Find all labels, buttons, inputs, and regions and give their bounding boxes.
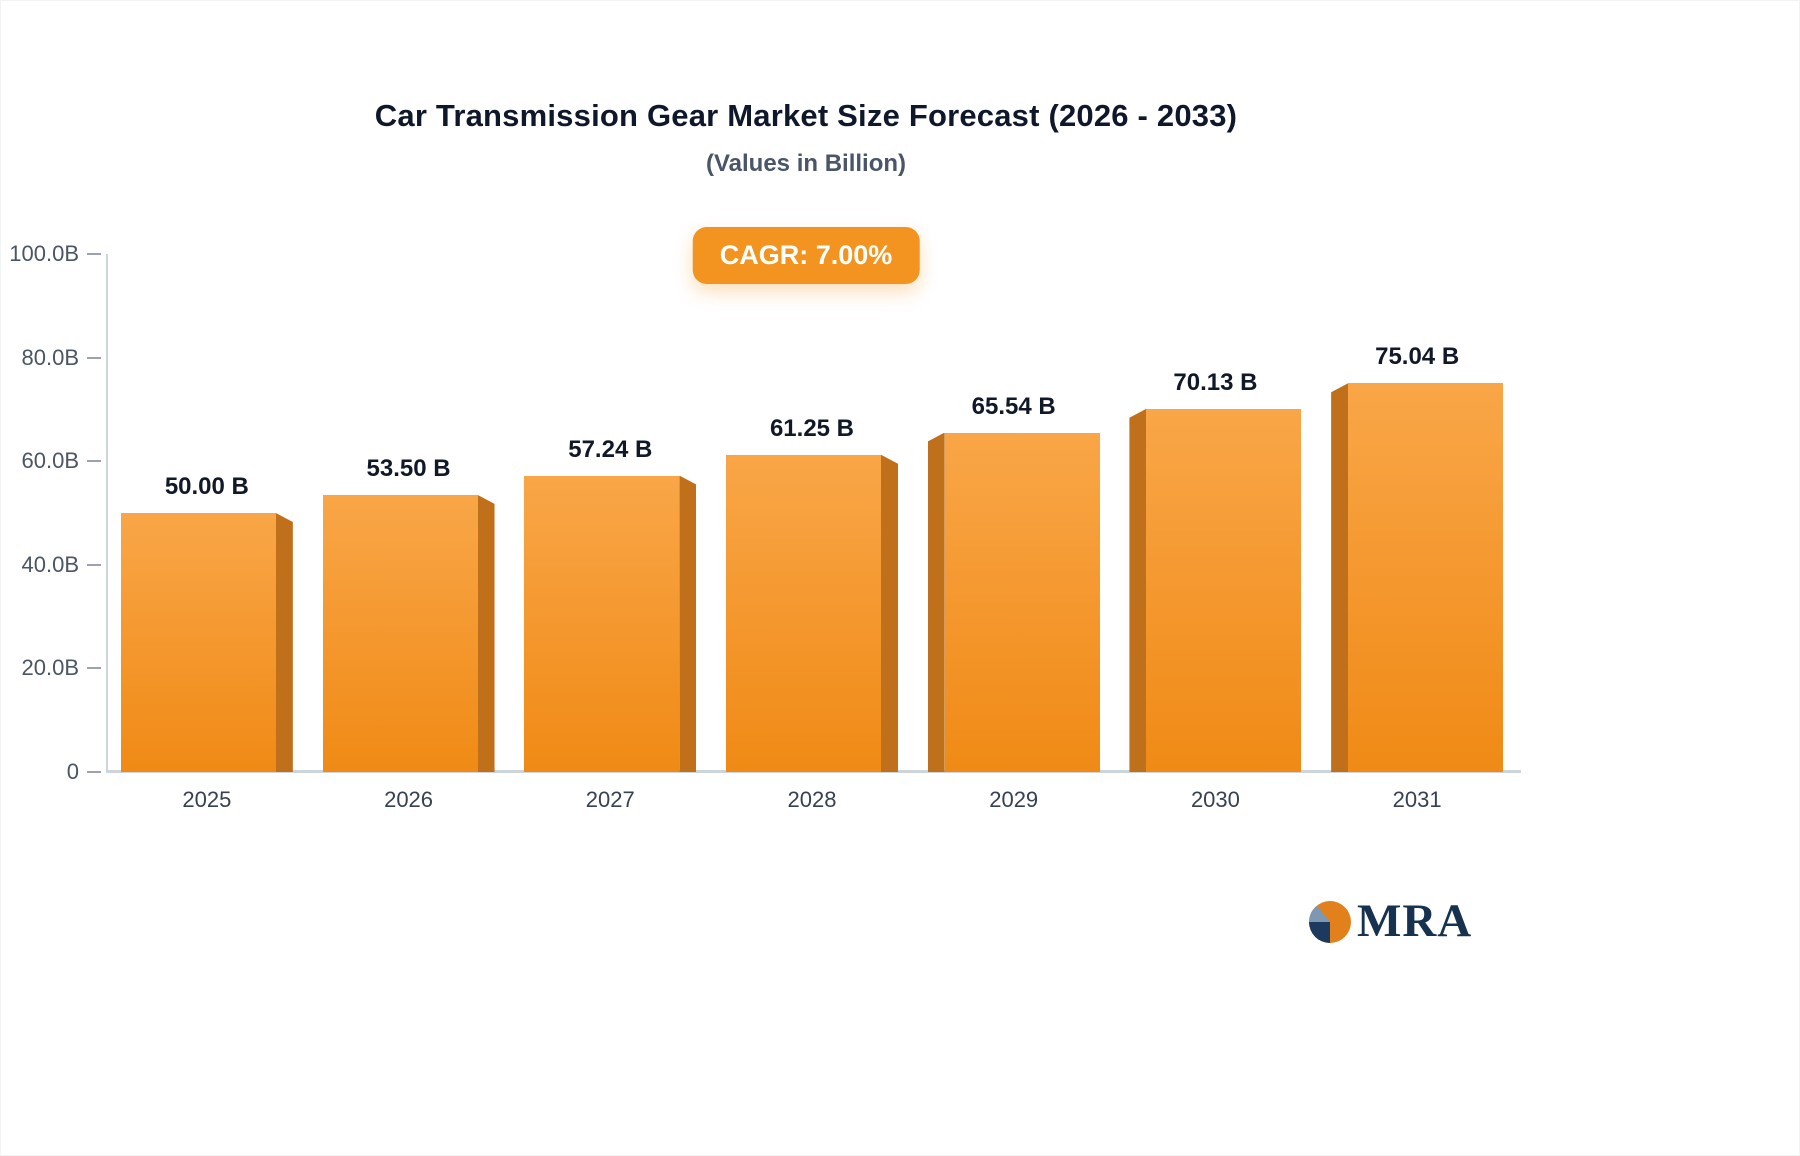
bar-column: 61.25 B	[711, 254, 913, 772]
bar	[1129, 408, 1302, 772]
bar-value-label: 50.00 B	[164, 473, 249, 500]
bar-front-face	[944, 432, 1100, 772]
x-tick-label: 2031	[1392, 787, 1442, 812]
y-tick-label: 0	[66, 759, 79, 784]
x-tick-label: 2030	[1190, 787, 1240, 812]
y-tick-mark	[87, 356, 101, 359]
bar-side-face	[927, 432, 945, 772]
x-tick-label: 2028	[787, 787, 837, 812]
brand-name: MRA	[1357, 895, 1473, 947]
y-tick-mark	[87, 563, 101, 566]
y-tick-mark	[87, 460, 101, 463]
bar-side-face	[679, 475, 697, 772]
bar-front-face	[725, 454, 881, 772]
bar-column: 75.04 B	[1316, 254, 1518, 772]
bar-column: 70.13 B	[1115, 254, 1317, 772]
bar-side-face	[880, 454, 898, 772]
bar-value-label: 61.25 B	[769, 414, 855, 442]
x-tick-label: 2025	[182, 787, 232, 812]
bar	[725, 454, 898, 772]
bar-front-face	[322, 494, 478, 772]
bar-front-face	[120, 513, 276, 772]
bar	[1331, 383, 1504, 772]
y-tick-mark	[87, 253, 101, 255]
bar-side-face	[1331, 383, 1349, 772]
bar-value-label: 75.04 B	[1375, 343, 1460, 371]
bar-value-label: 70.13 B	[1173, 368, 1258, 396]
y-tick-label: 100.0B	[9, 241, 79, 266]
y-tick-mark	[87, 771, 101, 773]
bar	[322, 494, 495, 772]
bar-column: 57.24 B	[509, 254, 711, 772]
x-tick-label: 2029	[989, 787, 1039, 812]
bar-front-face	[1146, 408, 1302, 772]
pie-logo-icon	[1309, 900, 1351, 943]
chart-subtitle: (Values in Billion)	[705, 150, 907, 177]
y-tick-label: 40.0B	[21, 551, 80, 577]
bar-side-face	[275, 513, 293, 772]
x-tick-label: 2027	[585, 787, 635, 812]
y-tick-label: 60.0B	[21, 448, 80, 474]
brand-logo: MRA	[1307, 898, 1472, 945]
chart-title: Car Transmission Gear Market Size Foreca…	[374, 98, 1238, 133]
bar	[927, 432, 1100, 772]
cagr-badge: CAGR: 7.00%	[692, 227, 920, 284]
bar	[524, 475, 697, 772]
y-tick-label: 20.0B	[21, 655, 80, 681]
plot-area: 50.00 B 53.50 B 57.24 B 61.25 B 65.54 B 70.13…	[106, 254, 1518, 772]
bar-front-face	[524, 475, 680, 772]
bar	[120, 513, 293, 772]
bar-value-label: 53.50 B	[366, 454, 451, 482]
bar-column: 53.50 B	[308, 254, 510, 772]
bar-value-label: 57.24 B	[568, 435, 653, 463]
bar-column: 65.54 B	[913, 254, 1115, 772]
y-tick-label: 80.0B	[21, 344, 80, 370]
bar-side-face	[477, 494, 495, 772]
y-axis-line	[106, 254, 108, 772]
y-tick-mark	[87, 667, 101, 670]
bar-front-face	[1348, 383, 1504, 772]
bar-side-face	[1129, 408, 1147, 772]
bar-column: 50.00 B	[106, 254, 308, 772]
bar-value-label: 65.54 B	[971, 392, 1056, 420]
x-tick-label: 2026	[384, 787, 434, 812]
